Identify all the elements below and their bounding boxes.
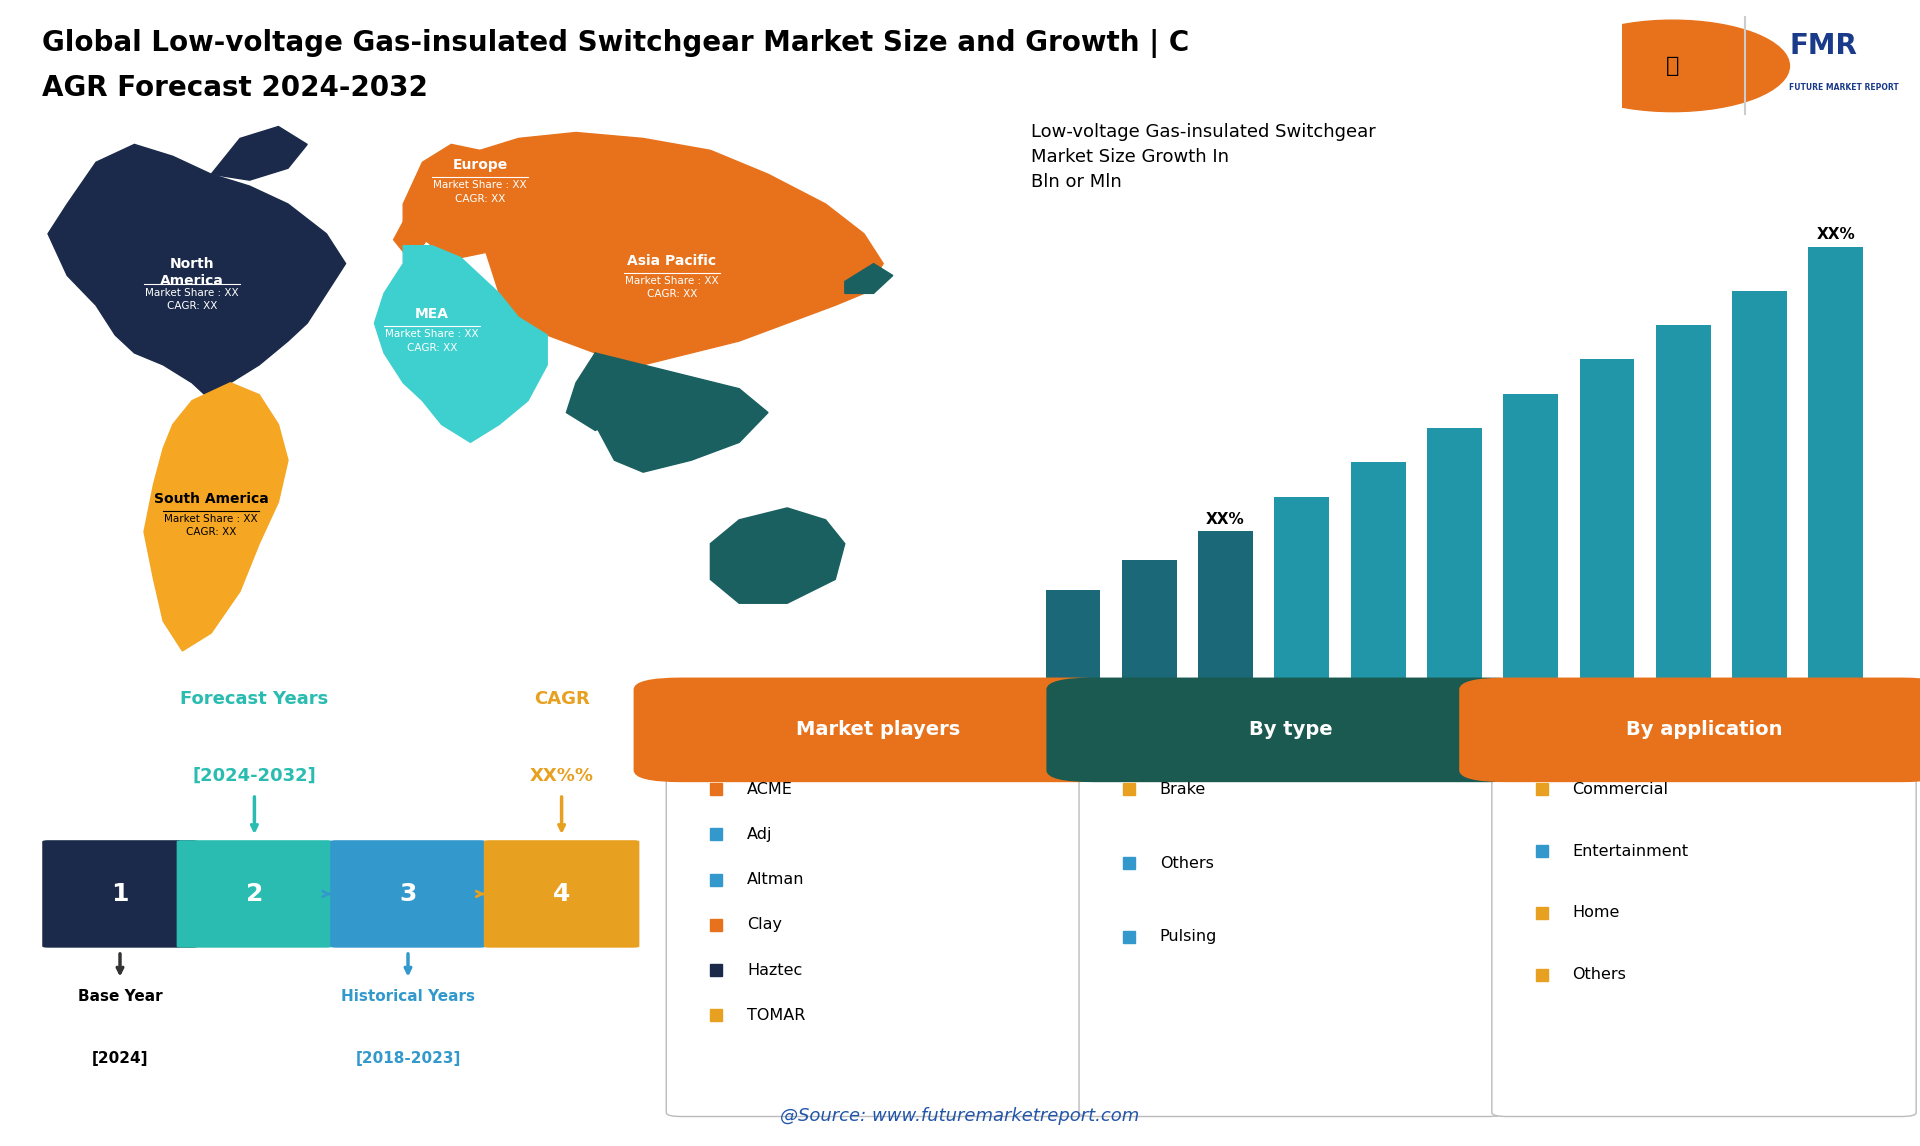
Text: XX%: XX% <box>1816 228 1855 243</box>
Text: @Source: www.futuremarketreport.com: @Source: www.futuremarketreport.com <box>780 1107 1140 1125</box>
Bar <box>1275 496 1329 688</box>
Text: Market Share : XX
CAGR: XX: Market Share : XX CAGR: XX <box>626 276 718 299</box>
Text: [2018-2023]: [2018-2023] <box>355 1051 461 1066</box>
Text: CAGR: CAGR <box>534 690 589 708</box>
FancyBboxPatch shape <box>1492 767 1916 1116</box>
Polygon shape <box>710 508 845 603</box>
Text: Market Share : XX
CAGR: XX: Market Share : XX CAGR: XX <box>146 288 238 311</box>
Text: 3: 3 <box>399 882 417 906</box>
FancyBboxPatch shape <box>177 840 332 948</box>
Text: Market Share : XX
CAGR: XX: Market Share : XX CAGR: XX <box>434 180 526 204</box>
Polygon shape <box>576 353 768 472</box>
FancyBboxPatch shape <box>42 840 198 948</box>
Text: Europe: Europe <box>453 158 507 172</box>
Text: MEA: MEA <box>415 307 449 321</box>
Polygon shape <box>374 245 547 442</box>
Text: ACME: ACME <box>747 782 793 796</box>
Text: Forecast Years: Forecast Years <box>180 690 328 708</box>
Bar <box>1198 531 1254 688</box>
Circle shape <box>1052 723 1087 732</box>
Text: 4: 4 <box>553 882 570 906</box>
FancyBboxPatch shape <box>666 767 1091 1116</box>
Text: Others: Others <box>1160 856 1213 871</box>
Text: XX%%: XX%% <box>530 767 593 785</box>
Polygon shape <box>394 222 432 252</box>
Polygon shape <box>480 133 883 364</box>
FancyBboxPatch shape <box>1459 677 1920 783</box>
Text: Clay: Clay <box>747 917 781 933</box>
Text: By type: By type <box>1250 721 1332 739</box>
Text: FUTURE MARKET REPORT: FUTURE MARKET REPORT <box>1789 84 1899 92</box>
Circle shape <box>1465 723 1500 732</box>
Text: Others: Others <box>1572 967 1626 982</box>
Text: By application: By application <box>1626 721 1782 739</box>
Text: AGR Forecast 2024-2032: AGR Forecast 2024-2032 <box>42 74 428 102</box>
Text: 📢: 📢 <box>1667 56 1680 76</box>
Text: Historical Years: Historical Years <box>342 989 474 1004</box>
Text: Haztec: Haztec <box>747 963 803 978</box>
Bar <box>1732 291 1788 688</box>
Polygon shape <box>211 126 307 180</box>
Text: South America: South America <box>154 492 269 507</box>
Text: Market players: Market players <box>797 721 960 739</box>
Bar <box>1809 246 1862 688</box>
FancyBboxPatch shape <box>1046 677 1536 783</box>
Text: [2024-2032]: [2024-2032] <box>192 767 317 785</box>
Bar <box>1580 360 1634 688</box>
Bar <box>1046 590 1100 688</box>
Text: 1: 1 <box>111 882 129 906</box>
Polygon shape <box>566 353 634 431</box>
Text: Market Share : XX
CAGR: XX: Market Share : XX CAGR: XX <box>165 515 257 537</box>
Polygon shape <box>845 264 893 293</box>
Polygon shape <box>48 144 346 401</box>
Circle shape <box>639 723 674 732</box>
Text: [2024]: [2024] <box>92 1051 148 1066</box>
Bar <box>1503 394 1559 688</box>
Text: Altman: Altman <box>747 872 804 887</box>
Text: FMR: FMR <box>1789 32 1857 61</box>
Text: Commercial: Commercial <box>1572 782 1668 796</box>
Text: Brake: Brake <box>1160 782 1206 796</box>
Text: Global Low-voltage Gas-insulated Switchgear Market Size and Growth | C: Global Low-voltage Gas-insulated Switchg… <box>42 29 1190 57</box>
Circle shape <box>1555 21 1789 111</box>
Text: XX%: XX% <box>1206 511 1244 526</box>
FancyBboxPatch shape <box>1079 767 1503 1116</box>
Text: Base Year: Base Year <box>77 989 163 1004</box>
Text: Asia Pacific: Asia Pacific <box>628 253 716 268</box>
Text: Low-voltage Gas-insulated Switchgear
Market Size Growth In
Bln or Mln: Low-voltage Gas-insulated Switchgear Mar… <box>1031 124 1377 191</box>
Text: Home: Home <box>1572 905 1620 920</box>
Text: 2: 2 <box>246 882 263 906</box>
FancyBboxPatch shape <box>484 840 639 948</box>
Text: Pulsing: Pulsing <box>1160 929 1217 944</box>
Text: Market Share : XX
CAGR: XX: Market Share : XX CAGR: XX <box>386 329 478 353</box>
Polygon shape <box>144 383 288 651</box>
Bar <box>1121 560 1177 688</box>
FancyBboxPatch shape <box>634 677 1123 783</box>
Text: TOMAR: TOMAR <box>747 1007 804 1022</box>
Bar <box>1350 462 1405 688</box>
FancyBboxPatch shape <box>330 840 486 948</box>
Bar <box>1427 429 1482 688</box>
Polygon shape <box>403 144 538 258</box>
Text: North
America: North America <box>159 258 225 288</box>
Text: Entertainment: Entertainment <box>1572 843 1688 858</box>
Text: Adj: Adj <box>747 827 772 842</box>
Bar <box>1655 325 1711 688</box>
